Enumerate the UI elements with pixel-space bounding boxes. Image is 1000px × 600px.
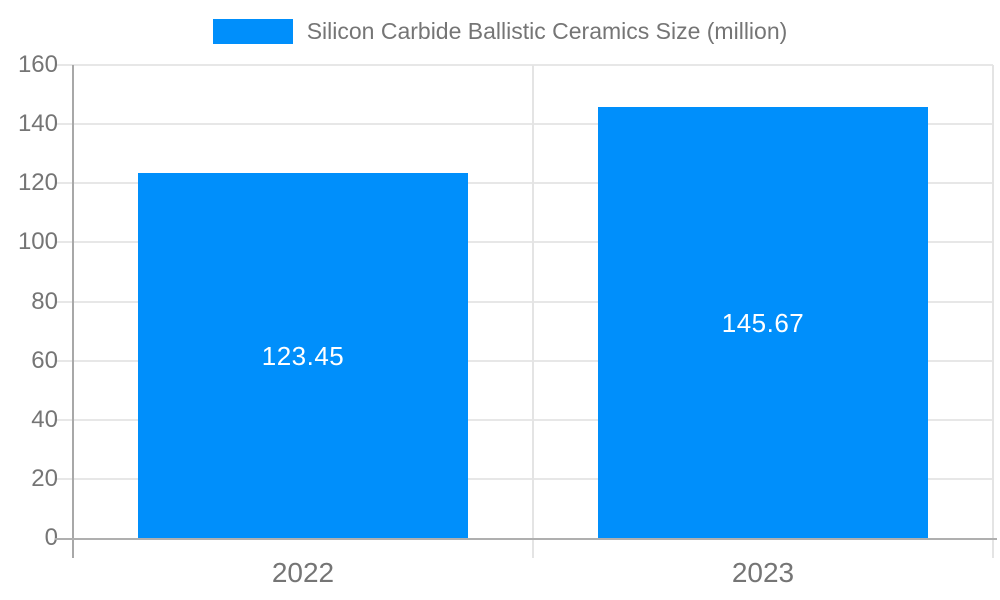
bar-2023	[598, 107, 928, 540]
x-tick-label: 2023	[731, 557, 795, 588]
gridline-y-100	[55, 241, 993, 244]
bar-value-label: 145.67	[721, 307, 805, 338]
y-tick-label: 80	[31, 287, 58, 315]
gridline-y-20	[55, 477, 993, 480]
y-tick-label: 20	[31, 464, 58, 492]
y-tick-label: 140	[17, 110, 58, 138]
y-tick-label: 0	[44, 524, 58, 551]
gridline-y-80	[55, 300, 993, 303]
y-axis-line	[72, 65, 74, 558]
x-tick-label: 2022	[271, 557, 335, 588]
bar-2022	[138, 173, 468, 540]
bar-value-label: 123.45	[261, 340, 345, 371]
y-tick-label: 120	[17, 169, 58, 197]
y-tick-label: 100	[17, 228, 58, 256]
band-boundary-line	[992, 65, 994, 558]
gridline-y-140	[55, 123, 993, 126]
gridline-y-60	[55, 359, 993, 362]
y-tick-label: 160	[17, 51, 58, 78]
gridline-y-40	[55, 418, 993, 421]
gridline-y-160	[55, 64, 993, 66]
legend-swatch-icon	[212, 18, 293, 44]
y-tick-label: 60	[31, 346, 58, 374]
y-tick-label: 40	[31, 405, 58, 433]
x-axis-line	[55, 538, 997, 540]
legend-label: Silicon Carbide Ballistic Ceramics Size …	[306, 17, 788, 44]
band-boundary-line	[532, 65, 534, 558]
gridline-y-120	[55, 182, 993, 185]
legend[interactable]: Silicon Carbide Ballistic Ceramics Size …	[0, 16, 1000, 46]
